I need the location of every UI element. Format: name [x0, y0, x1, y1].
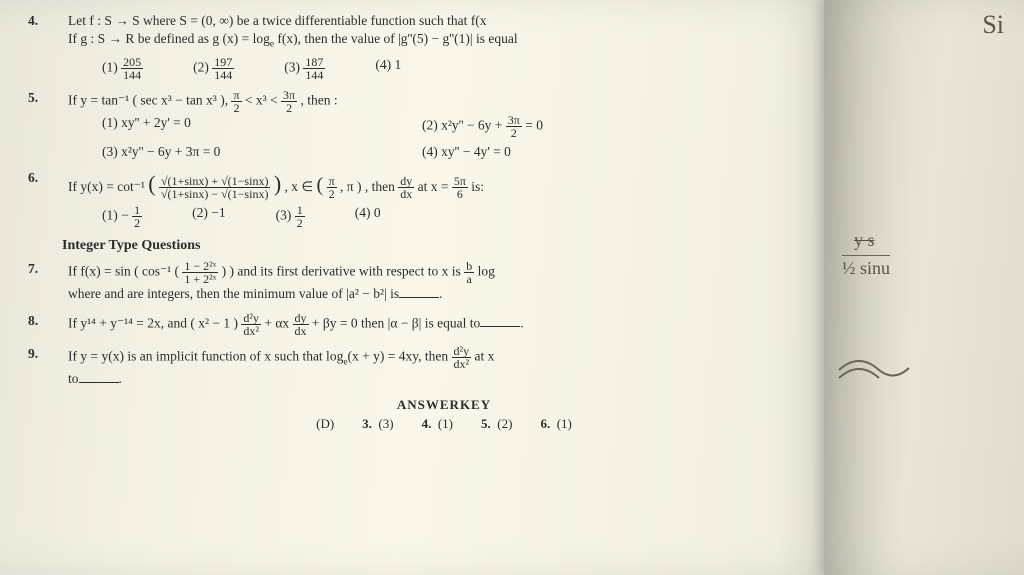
q6-opt2: (2) −1 [192, 204, 225, 229]
q4-opt1: (1) 205144 [102, 56, 143, 81]
q5-opt1: (1) xy'' + 2y' = 0 [102, 114, 422, 139]
ak-pre: (D) [316, 415, 334, 433]
q6-opt1: (1) − 12 [102, 204, 142, 229]
blank [399, 285, 439, 298]
q8-number: 8. [28, 312, 38, 330]
q5-opt3: (3) x²y'' − 6y + 3π = 0 [102, 143, 422, 161]
question-6: 6. If y(x) = cot⁻¹ ( √(1+sinx) + √(1−sin… [68, 169, 820, 229]
q6-stem: If y(x) = cot⁻¹ ( √(1+sinx) + √(1−sinx)√… [68, 169, 820, 200]
q7-number: 7. [28, 260, 38, 278]
question-5: 5. If y = tan⁻¹ ( sec x³ − tan x³ ), π2 … [68, 89, 820, 161]
q9-number: 9. [28, 345, 38, 363]
left-page: 4. Let f : S → S where S = (0, ∞) be a t… [0, 0, 840, 575]
doodle-icon [834, 350, 914, 390]
q5-stem: If y = tan⁻¹ ( sec x³ − tan x³ ), π2 < x… [68, 89, 820, 114]
q5-options: (1) xy'' + 2y' = 0 (2) x²y'' − 6y + 3π2 … [102, 114, 820, 161]
blank [79, 370, 119, 383]
handwriting-top: Si [982, 10, 1004, 40]
q8-line: If y¹⁴ + y⁻¹⁴ = 2x, and ( x² − 1 ) d²ydx… [68, 312, 820, 337]
q6-options: (1) − 12 (2) −1 (3) 12 (4) 0 [102, 204, 820, 229]
handwriting-mid2: ½ sinu [842, 255, 890, 279]
q4-line1: Let f : S → S where S = (0, ∞) be a twic… [68, 12, 820, 30]
q5-number: 5. [28, 89, 38, 107]
q4-opt2: (2) 197144 [193, 56, 234, 81]
question-4: 4. Let f : S → S where S = (0, ∞) be a t… [68, 12, 820, 81]
blank [480, 314, 520, 327]
answerkey-title: ANSWERKEY [68, 396, 820, 414]
q4-line2: If g : S → R be defined as g (x) = loge … [68, 30, 820, 51]
q6-opt3: (3) 12 [276, 204, 305, 229]
q6-opt4: (4) 0 [355, 204, 381, 229]
q9-line2: to. [68, 370, 820, 388]
answerkey-row: (D) 3. (3) 4. (1) 5. (2) 6. (1) [68, 415, 820, 433]
section-heading: Integer Type Questions [62, 237, 820, 256]
right-page: Si y s ½ sinu [824, 0, 1024, 575]
q7-line2: where and are integers, then the minimum… [68, 285, 820, 303]
question-7: 7. If f(x) = sin ( cos⁻¹ ( 1 − 2²ˣ1 + 2²… [68, 260, 820, 303]
q4-options: (1) 205144 (2) 197144 (3) 187144 (4) 1 [102, 56, 820, 81]
q4-opt3: (3) 187144 [284, 56, 325, 81]
question-8: 8. If y¹⁴ + y⁻¹⁴ = 2x, and ( x² − 1 ) d²… [68, 312, 820, 337]
q7-line1: If f(x) = sin ( cos⁻¹ ( 1 − 2²ˣ1 + 2²ˣ )… [68, 260, 820, 285]
q4-opt4: (4) 1 [375, 56, 401, 81]
q9-line1: If y = y(x) is an implicit function of x… [68, 345, 820, 370]
scene: 4. Let f : S → S where S = (0, ∞) be a t… [0, 0, 1024, 575]
q4-number: 4. [28, 12, 38, 30]
handwriting-mid1: y s [854, 230, 875, 251]
q5-opt4: (4) xy'' − 4y' = 0 [422, 143, 742, 161]
q5-opt2: (2) x²y'' − 6y + 3π2 = 0 [422, 114, 742, 139]
q6-number: 6. [28, 169, 38, 187]
question-9: 9. If y = y(x) is an implicit function o… [68, 345, 820, 388]
